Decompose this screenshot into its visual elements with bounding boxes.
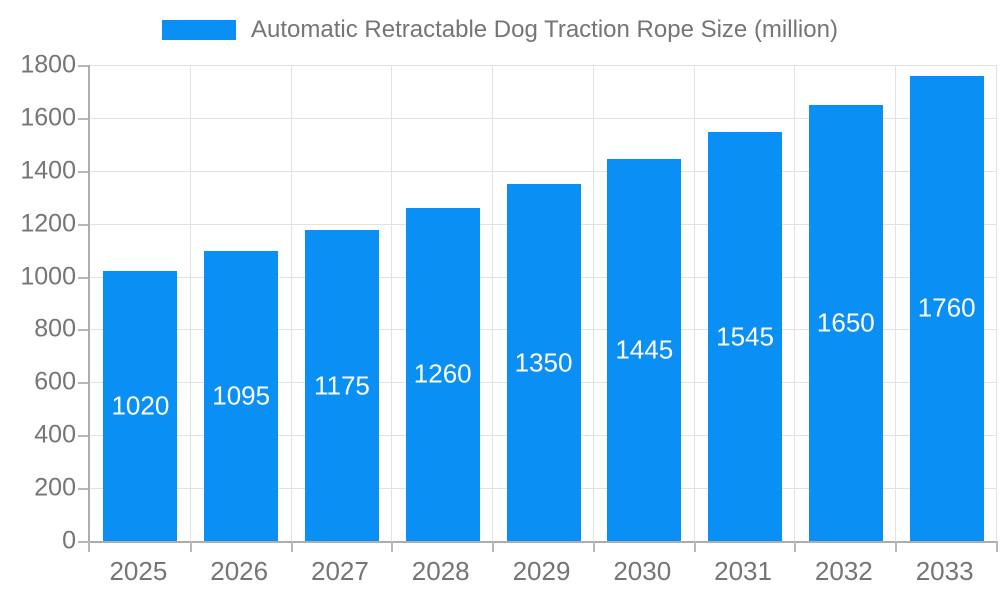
v-gridline [693,65,695,541]
y-tick-label: 1000 [20,262,76,291]
x-axis-tick [794,541,797,552]
y-axis-tick [78,329,88,332]
x-axis-tick [189,541,192,552]
bar-value-label: 1350 [514,347,573,377]
x-axis-tick [88,541,90,552]
y-axis-tick [78,382,88,385]
x-tick-label: 2030 [613,556,672,586]
v-gridline [290,65,292,541]
y-axis-tick [78,276,88,279]
v-gridline [492,65,494,541]
y-axis-labels: 0 200 400 600 800 1000 1200 1400 1600 1800 [0,51,76,555]
bar-2028: 1260 [405,207,480,541]
x-axis-tick [492,541,495,552]
y-tick-label: 800 [34,314,76,343]
x-tick-label: 2031 [714,556,772,586]
x-tick-label: 2029 [512,556,571,586]
x-tick-label: 2025 [109,556,168,586]
y-tick-label: 200 [34,473,76,502]
y-axis-tick [78,488,88,491]
x-axis-tick [895,541,898,552]
bar-2030: 1445 [607,158,682,541]
y-tick-label: 400 [34,420,76,449]
y-tick-label: 600 [34,367,76,396]
bar-value-label: 1545 [716,321,774,352]
y-tick-label: 1200 [20,209,76,238]
bar-value-label: 1650 [816,307,875,338]
bar-value-label: 1175 [313,370,370,401]
x-axis-tick [592,541,595,552]
bar-2025: 1020 [103,271,178,541]
bar-value-label: 1095 [212,380,271,411]
y-axis-tick [78,223,88,226]
v-gridline [592,65,594,541]
v-gridline [189,65,191,541]
x-tick-label: 2033 [915,556,974,586]
x-tick-label: 2027 [311,556,369,586]
legend-swatch [162,20,237,40]
bar-2027: 1175 [304,230,379,541]
legend: Automatic Retractable Dog Traction Rope … [0,16,1000,44]
v-gridline [895,65,897,541]
y-axis-tick [78,65,88,67]
x-axis-labels: 2025 2026 2027 2028 2029 2030 2031 2032 2033 [88,556,995,590]
x-axis-tick [290,541,293,552]
chart-title: Automatic Retractable Dog Traction Rope … [251,16,838,43]
y-axis-tick [78,541,88,543]
h-gridline [90,65,997,66]
bar-2026: 1095 [204,251,279,541]
plot-area: 1020 1095 1175 1260 1350 1445 1545 1650 1760 [78,65,998,552]
v-gridline [794,65,796,541]
x-axis-tick [996,541,998,552]
h-gridline [90,117,997,119]
bar-2031: 1545 [708,132,783,541]
y-tick-label: 1400 [20,156,76,185]
bar-2029: 1350 [506,184,581,541]
y-tick-label: 0 [62,526,76,555]
x-axis-tick [693,541,696,552]
x-tick-label: 2026 [210,556,269,586]
y-tick-label: 1800 [20,50,76,79]
bar-2033: 1760 [909,75,984,541]
h-gridline [90,170,997,172]
bar-value-label: 1760 [917,292,976,323]
x-tick-label: 2028 [411,556,470,586]
y-axis-tick [78,117,88,120]
v-gridline [391,65,393,541]
x-tick-label: 2032 [814,556,873,586]
bar-2032: 1650 [808,104,883,541]
x-axis-tick [391,541,394,552]
y-tick-label: 1600 [20,103,76,132]
bar-value-label: 1445 [615,334,674,365]
y-axis-tick [78,170,88,173]
bar-value-label: 1020 [111,390,170,421]
v-gridline [996,65,997,541]
y-axis-tick [78,435,88,438]
bar-value-label: 1260 [413,358,472,389]
